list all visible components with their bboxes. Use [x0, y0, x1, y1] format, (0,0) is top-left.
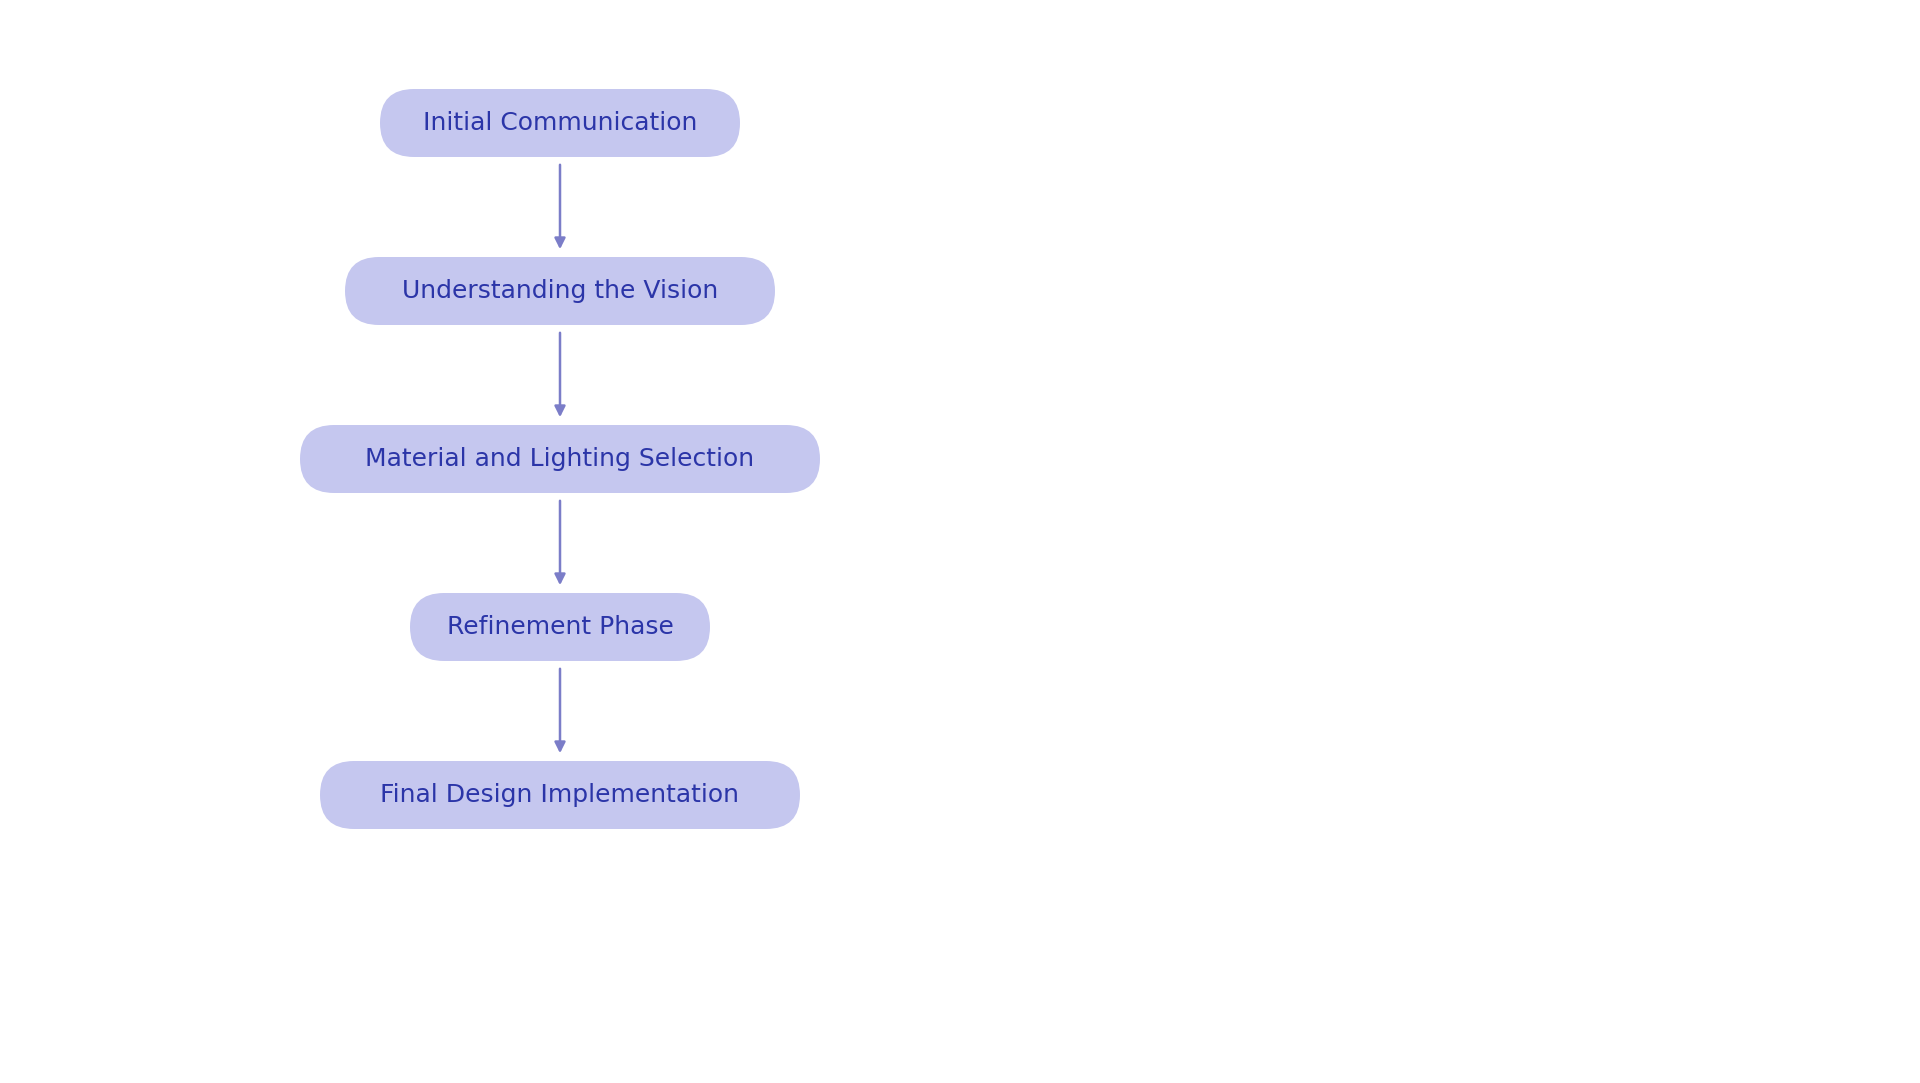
FancyBboxPatch shape: [321, 761, 801, 828]
FancyBboxPatch shape: [346, 257, 776, 325]
Text: Understanding the Vision: Understanding the Vision: [401, 279, 718, 303]
Text: Final Design Implementation: Final Design Implementation: [380, 783, 739, 807]
Text: Material and Lighting Selection: Material and Lighting Selection: [365, 447, 755, 471]
FancyBboxPatch shape: [411, 593, 710, 661]
Text: Initial Communication: Initial Communication: [422, 110, 697, 135]
Text: Refinement Phase: Refinement Phase: [447, 615, 674, 639]
FancyBboxPatch shape: [380, 89, 739, 157]
FancyBboxPatch shape: [300, 425, 820, 493]
